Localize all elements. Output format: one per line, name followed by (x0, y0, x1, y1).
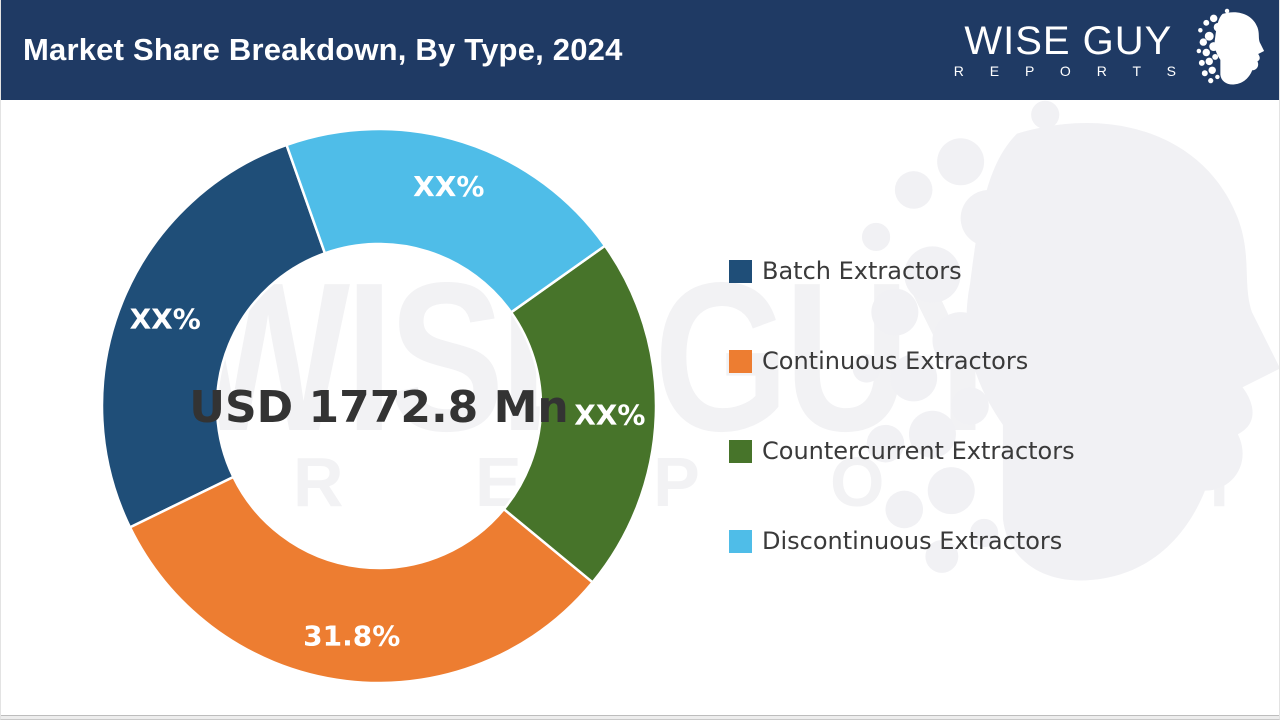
page-title: Market Share Breakdown, By Type, 2024 (23, 32, 623, 67)
slice-label-2: XX% (574, 398, 645, 431)
legend-label: Countercurrent Extractors (762, 437, 1075, 465)
donut-slice-2 (502, 244, 658, 584)
legend-item-batch-extractors: Batch Extractors (729, 257, 1075, 286)
brand-text: WISE GUY R E P O R T S (950, 21, 1187, 79)
donut-slice-0 (100, 143, 327, 529)
brand-name: WISE GUY (964, 19, 1173, 63)
legend-item-countercurrent-extractors: Countercurrent Extractors (729, 437, 1075, 466)
slice-label-1: 31.8% (303, 619, 400, 652)
slice-label-3: XX% (413, 170, 484, 203)
legend-swatch-continuous (729, 350, 752, 373)
header-bar: Market Share Breakdown, By Type, 2024 WI… (1, 0, 1279, 100)
legend: Batch Extractors Continuous Extractors C… (729, 257, 1075, 556)
legend-swatch-countercurrent (729, 440, 752, 463)
legend-label: Continuous Extractors (762, 347, 1029, 375)
legend-item-continuous-extractors: Continuous Extractors (729, 347, 1075, 376)
brand-logo: WISE GUY R E P O R T S (950, 6, 1269, 94)
slice-label-0: XX% (130, 302, 201, 335)
donut-slice-3 (285, 127, 607, 314)
legend-label: Batch Extractors (762, 257, 962, 285)
bottom-border (1, 715, 1279, 719)
legend-swatch-batch (729, 260, 752, 283)
legend-label: Discontinuous Extractors (762, 527, 1063, 555)
brand-tagline: R E P O R T S (953, 63, 1187, 79)
donut-slices: XX% 31.8% XX% XX% (100, 127, 658, 685)
legend-swatch-discontinuous (729, 530, 752, 553)
wiseguy-head-icon (1191, 8, 1269, 94)
legend-item-discontinuous-extractors: Discontinuous Extractors (729, 527, 1075, 556)
donut-slice-1 (128, 475, 594, 685)
donut-center-label: USD 1772.8 Mn (189, 382, 568, 433)
